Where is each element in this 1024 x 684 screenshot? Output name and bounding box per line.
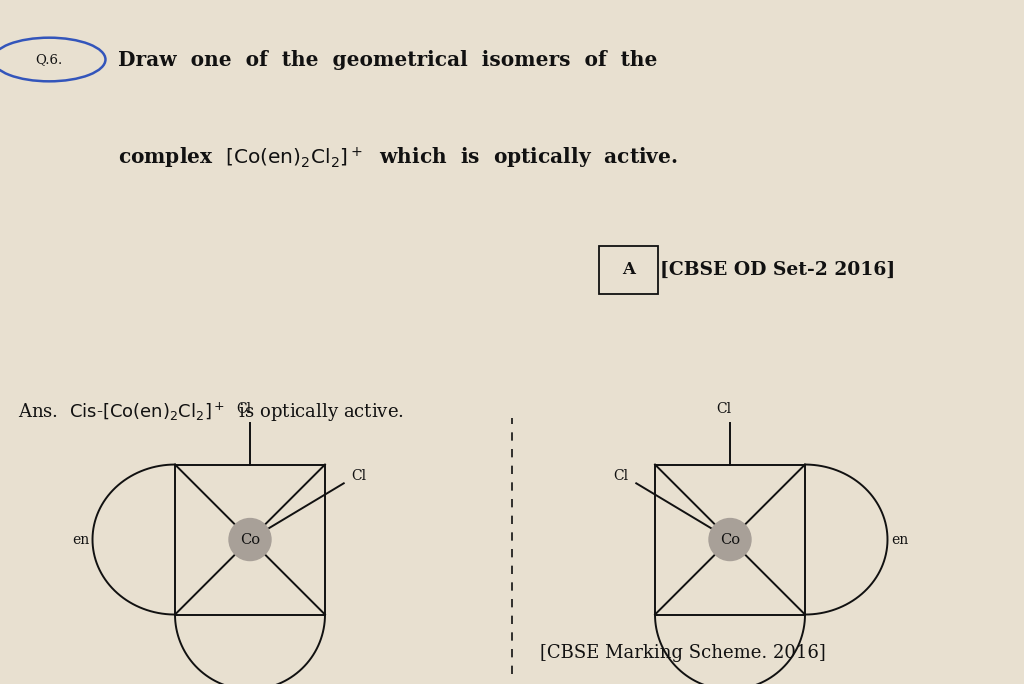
Text: en: en bbox=[891, 533, 908, 547]
Text: en: en bbox=[72, 533, 89, 547]
Circle shape bbox=[229, 518, 271, 561]
Text: complex  $[\mathrm{Co(en)_2Cl_2}]^+$  which  is  optically  active.: complex $[\mathrm{Co(en)_2Cl_2}]^+$ whic… bbox=[118, 146, 678, 171]
Circle shape bbox=[709, 518, 751, 561]
Text: Co: Co bbox=[240, 533, 260, 547]
Text: [CBSE Marking Scheme. 2016]: [CBSE Marking Scheme. 2016] bbox=[540, 644, 825, 662]
Text: Cl: Cl bbox=[717, 402, 731, 416]
Text: Cl: Cl bbox=[351, 469, 367, 483]
Text: Ans.  $\mathrm{Cis}$-$[\mathrm{Co(en)_2Cl_2}]^+$  is optically active.: Ans. $\mathrm{Cis}$-$[\mathrm{Co(en)_2Cl… bbox=[18, 401, 403, 424]
Text: [CBSE OD Set-2 2016]: [CBSE OD Set-2 2016] bbox=[660, 261, 896, 279]
Text: A: A bbox=[623, 261, 635, 278]
Text: Co: Co bbox=[720, 533, 740, 547]
Text: Cl: Cl bbox=[613, 469, 629, 483]
Text: Cl: Cl bbox=[237, 402, 252, 416]
Text: Draw  one  of  the  geometrical  isomers  of  the: Draw one of the geometrical isomers of t… bbox=[118, 49, 657, 70]
Text: Q.6.: Q.6. bbox=[36, 53, 62, 66]
